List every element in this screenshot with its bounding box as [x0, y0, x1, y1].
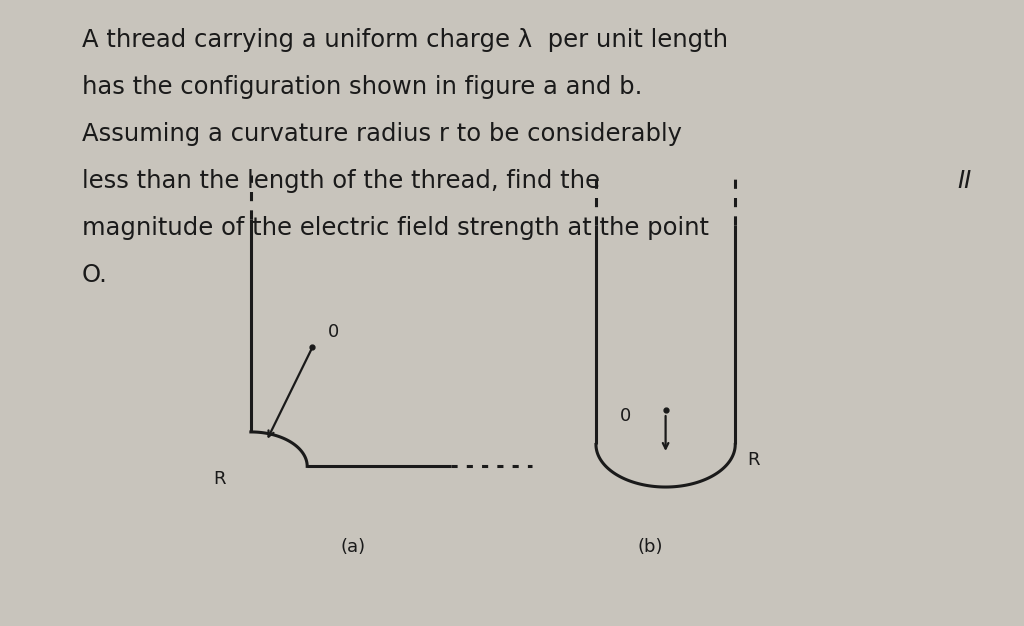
Text: II: II [957, 169, 972, 193]
Text: 0: 0 [620, 408, 631, 425]
Text: (a): (a) [341, 538, 366, 557]
Text: 0: 0 [328, 323, 339, 341]
Text: A thread carrying a uniform charge λ  per unit length: A thread carrying a uniform charge λ per… [82, 28, 728, 52]
Text: R: R [748, 451, 760, 469]
Text: Assuming a curvature radius r to be considerably: Assuming a curvature radius r to be cons… [82, 122, 682, 146]
Text: less than the length of the thread, find the: less than the length of the thread, find… [82, 169, 600, 193]
Text: O.: O. [82, 263, 108, 287]
Text: R: R [213, 470, 225, 488]
Text: magnitude of the electric field strength at the point: magnitude of the electric field strength… [82, 216, 709, 240]
Text: has the configuration shown in figure a and b.: has the configuration shown in figure a … [82, 75, 642, 99]
Text: (b): (b) [638, 538, 663, 557]
